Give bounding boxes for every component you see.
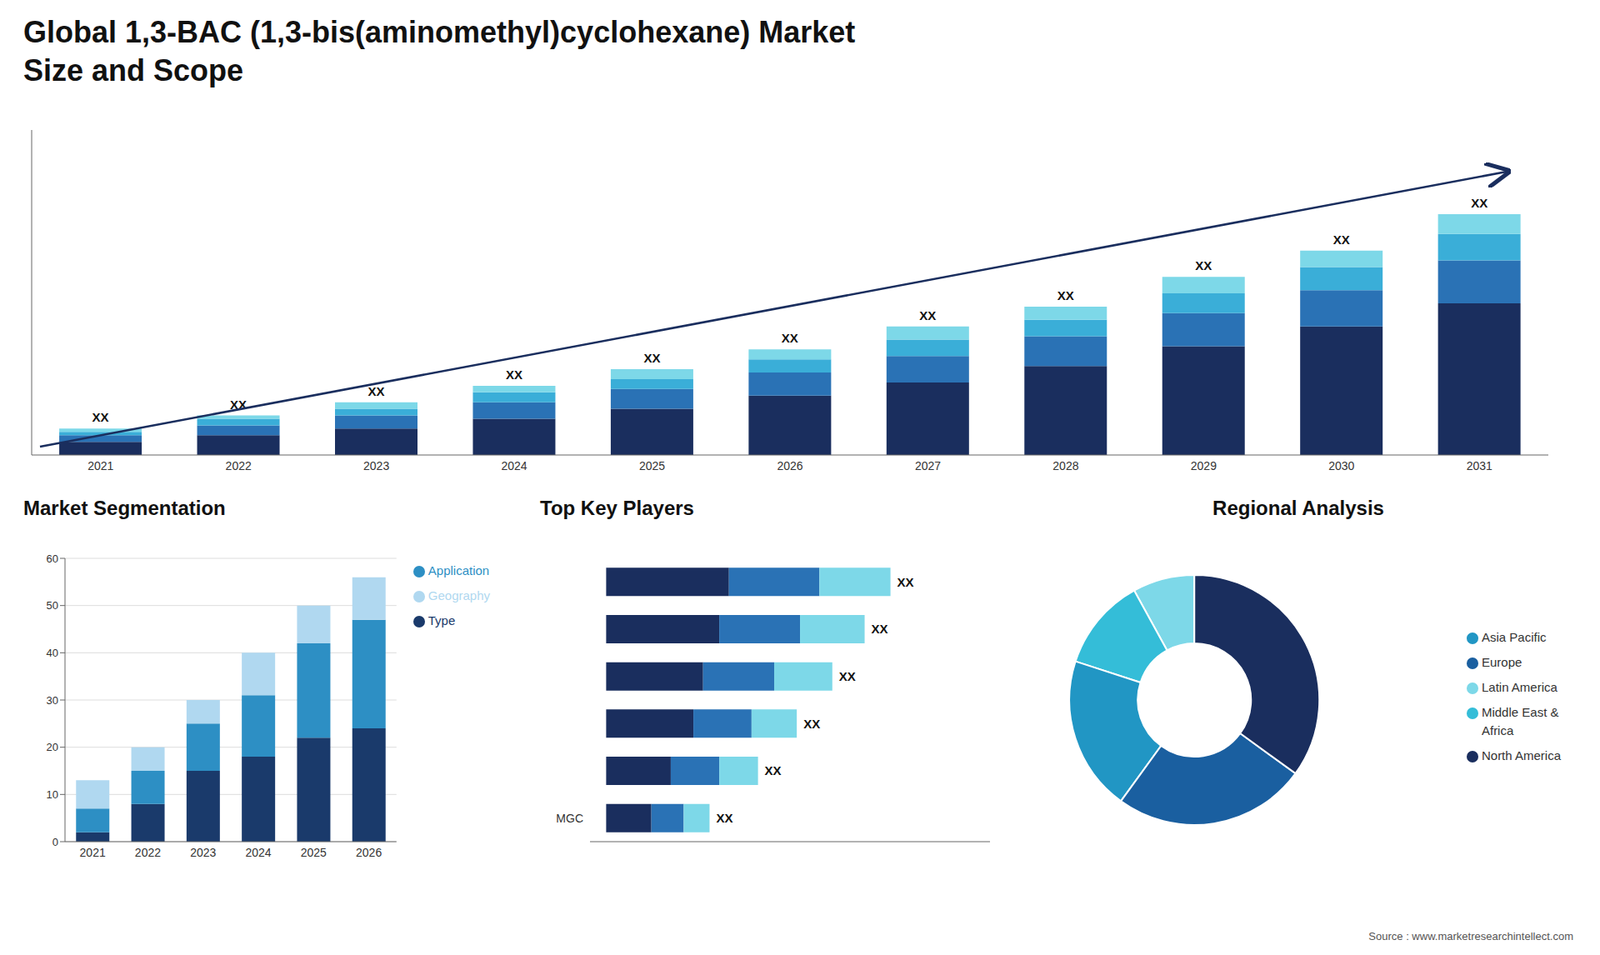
html-text:Application: Application (428, 563, 490, 578)
svg-text:2030: 2030 (1328, 459, 1355, 473)
html-text:Market Segmentation: Market Segmentation (23, 496, 226, 520)
svg-text:2021: 2021 (80, 845, 106, 860)
html-text:Global 1,3-BAC (1,3-bis(aminom: Global 1,3-BAC (1,3-bis(aminomethyl)cycl… (23, 15, 856, 50)
svg-text:20: 20 (46, 740, 59, 754)
svg-text:XX: XX (367, 384, 385, 399)
html-text:Middle East & Africa: Middle East & Africa (1481, 705, 1559, 738)
svg-text:XX: XX (1470, 195, 1488, 210)
svg-text:2021: 2021 (87, 459, 114, 473)
svg-text:XX: XX (505, 367, 523, 382)
svg-text:2026: 2026 (355, 845, 382, 860)
svg-text:30: 30 (46, 694, 59, 707)
html-text:Top Key Players: Top Key Players (540, 496, 695, 520)
html-text:Geography: Geography (428, 588, 490, 603)
html-text:Latin America: Latin America (1481, 680, 1558, 695)
svg-text:60: 60 (46, 552, 59, 565)
svg-text:XX: XX (643, 350, 660, 365)
svg-text:2022: 2022 (135, 845, 161, 860)
svg-text:2025: 2025 (300, 845, 327, 860)
svg-text:XX: XX (1333, 232, 1350, 247)
html-text:Regional Analysis: Regional Analysis (1212, 496, 1385, 520)
svg-text:XX: XX (897, 575, 915, 590)
svg-text:2024: 2024 (245, 845, 271, 860)
svg-text:10: 10 (46, 788, 59, 801)
svg-text:2023: 2023 (363, 459, 390, 473)
svg-text:2029: 2029 (1190, 459, 1217, 473)
svg-text:2026: 2026 (776, 459, 803, 473)
svg-text:MGC: MGC (555, 811, 584, 825)
svg-text:XX: XX (230, 397, 247, 412)
svg-text:XX: XX (1195, 258, 1212, 273)
svg-text:0: 0 (52, 835, 59, 849)
html-text:Source : www.marketresearchint: Source : www.marketresearchintellect.com (1368, 930, 1574, 943)
html-text:Size and Scope: Size and Scope (23, 53, 244, 88)
svg-text:2024: 2024 (501, 459, 528, 473)
svg-text:2031: 2031 (1466, 459, 1493, 473)
svg-text:40: 40 (46, 646, 59, 660)
html-text:Asia Pacific: Asia Pacific (1481, 630, 1547, 645)
svg-text:50: 50 (46, 599, 59, 612)
svg-text:2022: 2022 (225, 459, 252, 473)
svg-text:XX: XX (765, 763, 782, 778)
svg-text:XX: XX (781, 330, 799, 345)
svg-text:XX: XX (715, 810, 733, 825)
svg-text:2025: 2025 (639, 459, 665, 473)
svg-text:XX: XX (92, 410, 110, 425)
html-text:Type: Type (428, 613, 456, 628)
svg-text:2027: 2027 (915, 459, 941, 473)
html-text:North America: North America (1481, 748, 1561, 763)
svg-text:XX: XX (803, 716, 820, 731)
svg-text:XX: XX (919, 308, 936, 323)
svg-text:XX: XX (1057, 288, 1075, 303)
svg-text:XX: XX (839, 669, 856, 684)
svg-text:2023: 2023 (190, 845, 216, 860)
svg-text:2028: 2028 (1052, 459, 1079, 473)
html-text:Europe: Europe (1481, 655, 1522, 670)
svg-text:XX: XX (871, 621, 889, 636)
